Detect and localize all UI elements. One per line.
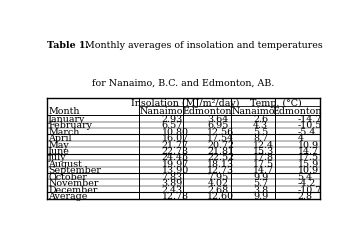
Text: 12.4: 12.4 bbox=[253, 140, 274, 149]
Text: 12.73: 12.73 bbox=[207, 166, 234, 175]
Text: 14.7: 14.7 bbox=[297, 146, 319, 155]
Text: 15.9: 15.9 bbox=[297, 159, 319, 168]
Text: for Nanaimo, B.C. and Edmonton, AB.: for Nanaimo, B.C. and Edmonton, AB. bbox=[92, 78, 275, 87]
Text: 17.54: 17.54 bbox=[207, 134, 234, 143]
Text: -5.4: -5.4 bbox=[297, 127, 316, 136]
Text: 8.7: 8.7 bbox=[253, 134, 268, 143]
Text: 16.07: 16.07 bbox=[161, 134, 189, 143]
Text: 3.89: 3.89 bbox=[161, 178, 183, 187]
Text: Temp. (°C): Temp. (°C) bbox=[250, 98, 301, 107]
Text: 2.6: 2.6 bbox=[253, 114, 268, 123]
Text: 4.02: 4.02 bbox=[207, 178, 228, 187]
Text: Nanaimo: Nanaimo bbox=[232, 107, 275, 116]
Text: November: November bbox=[48, 178, 98, 187]
Text: 3.64: 3.64 bbox=[207, 114, 228, 123]
Text: 17.5: 17.5 bbox=[253, 159, 274, 168]
Text: 2.68: 2.68 bbox=[207, 185, 228, 194]
Text: 12.60: 12.60 bbox=[207, 191, 234, 200]
Text: July: July bbox=[48, 153, 67, 162]
Text: 10.80: 10.80 bbox=[161, 127, 188, 136]
Text: 3.8: 3.8 bbox=[253, 185, 268, 194]
Text: June: June bbox=[48, 146, 70, 155]
Text: 17.5: 17.5 bbox=[297, 153, 319, 162]
Text: 2.93: 2.93 bbox=[161, 114, 183, 123]
Text: -14.7: -14.7 bbox=[297, 114, 322, 123]
Text: 18.13: 18.13 bbox=[207, 159, 234, 168]
Text: March: March bbox=[48, 127, 79, 136]
Text: -4.2: -4.2 bbox=[297, 178, 316, 187]
Text: Table 1.: Table 1. bbox=[47, 40, 89, 49]
Text: -10.7: -10.7 bbox=[297, 185, 322, 194]
Text: 10.9: 10.9 bbox=[297, 166, 319, 175]
Text: 9.9: 9.9 bbox=[253, 191, 268, 200]
Text: Nanaimo: Nanaimo bbox=[140, 107, 183, 116]
Text: 15.3: 15.3 bbox=[253, 146, 275, 155]
Text: 9.9: 9.9 bbox=[253, 172, 268, 181]
Text: 6.57: 6.57 bbox=[161, 121, 183, 130]
Text: 24.45: 24.45 bbox=[161, 153, 189, 162]
Text: January: January bbox=[48, 114, 86, 123]
Text: October: October bbox=[48, 172, 87, 181]
Text: -10.5: -10.5 bbox=[297, 121, 322, 130]
Text: 5.5: 5.5 bbox=[253, 127, 268, 136]
Text: 20.72: 20.72 bbox=[207, 140, 234, 149]
Text: 19.97: 19.97 bbox=[161, 159, 189, 168]
Text: Insolation (MJ/m²/day): Insolation (MJ/m²/day) bbox=[131, 98, 240, 107]
Text: 12.78: 12.78 bbox=[161, 191, 188, 200]
Text: 17.8: 17.8 bbox=[253, 153, 274, 162]
Text: Edmonton: Edmonton bbox=[273, 107, 322, 116]
Text: April: April bbox=[48, 134, 72, 143]
Text: 4: 4 bbox=[297, 134, 304, 143]
Text: 21.81: 21.81 bbox=[207, 146, 234, 155]
Text: 2.8: 2.8 bbox=[297, 191, 313, 200]
Text: 6.95: 6.95 bbox=[207, 121, 229, 130]
Text: May: May bbox=[48, 140, 69, 149]
Text: 13.90: 13.90 bbox=[161, 166, 189, 175]
Text: 5.7: 5.7 bbox=[253, 178, 268, 187]
Text: 2.43: 2.43 bbox=[161, 185, 183, 194]
Text: Month: Month bbox=[48, 107, 79, 116]
Text: August: August bbox=[48, 159, 82, 168]
Text: 22.52: 22.52 bbox=[207, 153, 234, 162]
Text: Edmonton: Edmonton bbox=[183, 107, 232, 116]
Text: September: September bbox=[48, 166, 101, 175]
Text: 4.3: 4.3 bbox=[253, 121, 268, 130]
Text: 7.95: 7.95 bbox=[207, 172, 228, 181]
Text: 12.56: 12.56 bbox=[207, 127, 234, 136]
Text: 21.77: 21.77 bbox=[161, 140, 188, 149]
Text: 14.7: 14.7 bbox=[253, 166, 274, 175]
Text: 7.83: 7.83 bbox=[161, 172, 183, 181]
Text: Average: Average bbox=[48, 191, 87, 200]
Text: 22.73: 22.73 bbox=[161, 146, 189, 155]
Text: December: December bbox=[48, 185, 97, 194]
Text: 10.9: 10.9 bbox=[297, 140, 319, 149]
Text: 5.4: 5.4 bbox=[297, 172, 313, 181]
Text: Monthly averages of insolation and temperatures: Monthly averages of insolation and tempe… bbox=[79, 40, 323, 49]
Text: February: February bbox=[48, 121, 92, 130]
